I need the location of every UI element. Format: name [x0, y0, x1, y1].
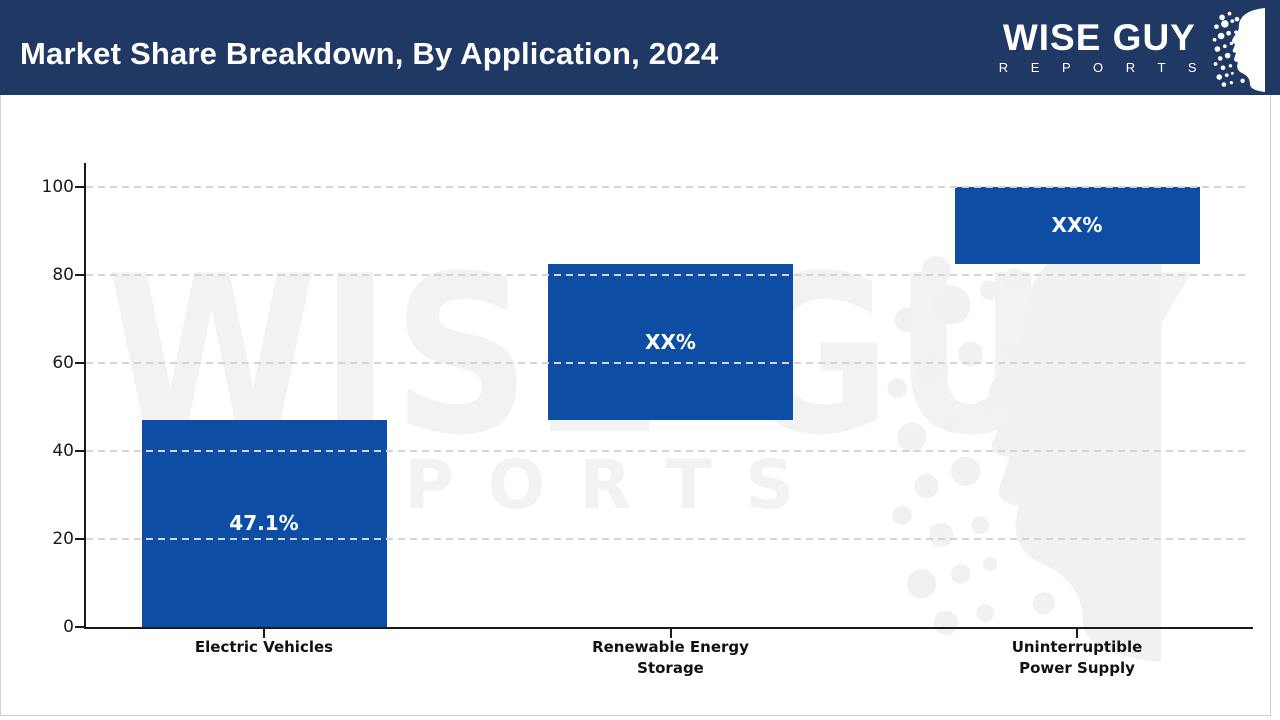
gridline: [86, 450, 1250, 452]
y-axis-tick: [75, 186, 84, 188]
y-tick-label: 0: [63, 617, 74, 637]
bar-value-label: XX%: [645, 329, 696, 354]
y-axis-tick: [75, 362, 84, 364]
y-axis-tick: [75, 274, 84, 276]
x-axis-tick: [263, 629, 265, 638]
logo-wordmark-line2: R E P O R T S: [998, 60, 1206, 75]
x-axis-tick: [669, 629, 672, 638]
header-bar: Market Share Breakdown, By Application, …: [0, 0, 1280, 95]
y-tick-label: 100: [41, 177, 74, 197]
wiseguy-logo: WISE GUY R E P O R T S: [999, 6, 1268, 92]
x-category-label-line: Storage: [637, 659, 704, 677]
bar-segment: XX%: [548, 263, 793, 420]
x-category-label-line: Power Supply: [1019, 659, 1135, 677]
bar-value-label: 47.1%: [229, 511, 299, 536]
chart-title: Market Share Breakdown, By Application, …: [20, 35, 719, 71]
logo-wordmark: WISE GUY R E P O R T S: [993, 17, 1206, 76]
x-axis-line: [84, 627, 1253, 629]
x-category-label: Renewable Energy Storage: [511, 637, 831, 679]
x-category-label: Electric Vehicles: [104, 637, 424, 658]
x-category-label-line: Electric Vehicles: [194, 638, 334, 656]
gridline: [86, 274, 1250, 276]
gridline: [86, 186, 1250, 188]
logo-wordmark-line1: WISE GUY: [1002, 17, 1196, 58]
bar-value-label: XX%: [1051, 213, 1103, 238]
bar-segment: 47.1%: [141, 419, 387, 627]
y-tick-label: 60: [52, 353, 74, 373]
y-tick-label: 80: [52, 265, 74, 285]
y-tick-label: 40: [52, 441, 74, 461]
face-profile-icon: [1212, 8, 1265, 92]
y-axis-line: [84, 163, 86, 629]
x-category-label: Uninterruptible Power Supply: [917, 637, 1237, 679]
x-category-label-line: Renewable Energy: [592, 638, 749, 656]
gridline: [86, 362, 1250, 364]
x-axis-tick: [1076, 629, 1078, 638]
gridline: [86, 538, 1250, 540]
y-tick-label: 20: [52, 529, 74, 549]
y-axis-tick: [75, 450, 84, 452]
x-category-label-line: Uninterruptible: [1011, 638, 1143, 656]
bar-segment: XX%: [954, 187, 1200, 264]
y-axis-tick: [75, 626, 84, 628]
y-axis-tick: [75, 538, 84, 540]
watermark-face-graphic: [887, 222, 1162, 662]
